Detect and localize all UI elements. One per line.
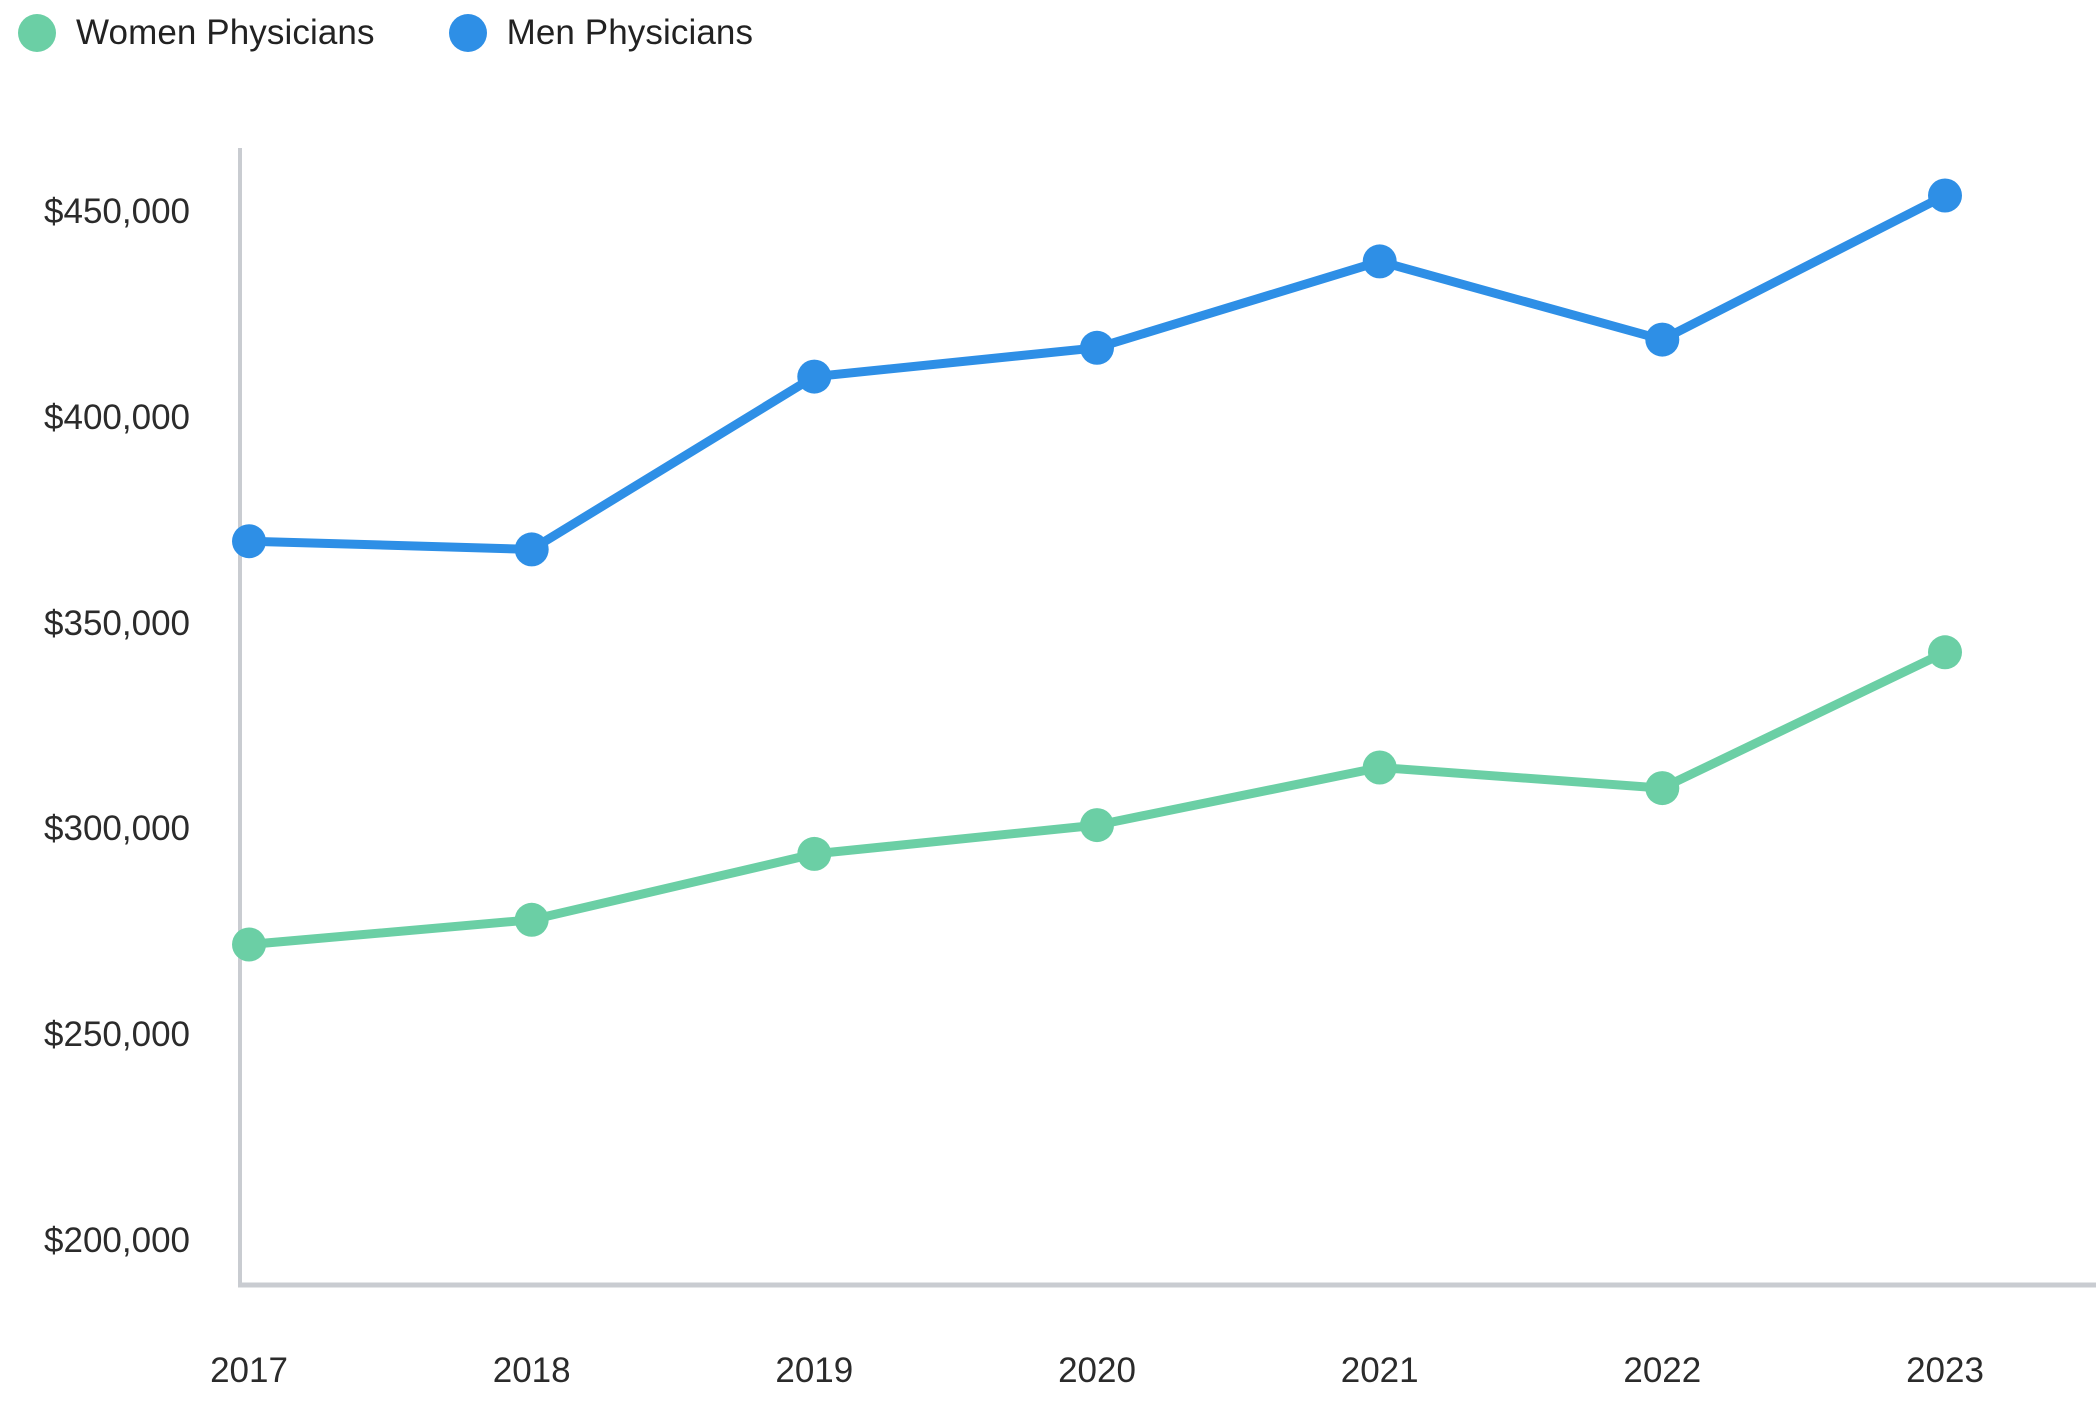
chart-legend: Women Physicians Men Physicians bbox=[18, 8, 753, 58]
data-point-marker[interactable] bbox=[232, 927, 266, 962]
y-axis-tick-label: $200,000 bbox=[44, 1220, 190, 1260]
data-point-marker[interactable] bbox=[1645, 771, 1680, 806]
data-point-marker[interactable] bbox=[1362, 750, 1397, 785]
data-point-marker[interactable] bbox=[514, 532, 549, 567]
x-axis-tick-label: 2022 bbox=[1623, 1351, 1702, 1390]
data-series-group bbox=[232, 178, 1962, 962]
data-point-marker[interactable] bbox=[797, 359, 832, 394]
data-point-marker[interactable] bbox=[1080, 808, 1114, 843]
y-axis-tick-label: $350,000 bbox=[44, 603, 190, 643]
y-axis-tick-label: $450,000 bbox=[44, 192, 190, 231]
data-point-marker[interactable] bbox=[1080, 330, 1114, 365]
y-axis-tick-label: $400,000 bbox=[44, 397, 190, 437]
legend-item-women-physicians[interactable]: Women Physicians bbox=[18, 13, 375, 53]
data-point-marker[interactable] bbox=[514, 902, 549, 937]
series-men-physicians bbox=[232, 178, 1962, 567]
legend-label-women-physicians: Women Physicians bbox=[76, 13, 375, 52]
y-axis-tick-label: $250,000 bbox=[44, 1015, 190, 1054]
data-point-marker[interactable] bbox=[1928, 635, 1962, 670]
data-point-marker[interactable] bbox=[1928, 178, 1962, 213]
legend-item-men-physicians[interactable]: Men Physicians bbox=[448, 13, 754, 53]
data-point-marker[interactable] bbox=[797, 836, 832, 871]
x-axis-tick-label: 2021 bbox=[1340, 1351, 1419, 1390]
x-axis-tick-label: 2020 bbox=[1058, 1351, 1136, 1390]
x-axis-tick-label: 2018 bbox=[492, 1351, 571, 1390]
y-axis-tick-labels: $450,000 $400,000 $350,000 $300,000 $250,000… bbox=[0, 0, 212, 1410]
circle-swatch-icon-women bbox=[18, 14, 56, 52]
x-axis-tick-label: 2017 bbox=[210, 1351, 288, 1390]
data-point-marker[interactable] bbox=[1362, 244, 1397, 279]
x-axis-tick-label: 2023 bbox=[1906, 1351, 1984, 1390]
data-point-marker[interactable] bbox=[232, 524, 266, 559]
data-point-marker[interactable] bbox=[1645, 322, 1680, 357]
y-axis-tick-label: $300,000 bbox=[44, 809, 190, 849]
x-axis-tick-label: 2019 bbox=[775, 1351, 854, 1390]
circle-swatch-icon-men bbox=[448, 14, 487, 52]
legend-label-men-physicians: Men Physicians bbox=[506, 13, 754, 52]
axis-lines bbox=[238, 148, 2096, 1288]
series-women-physicians bbox=[232, 635, 1962, 962]
